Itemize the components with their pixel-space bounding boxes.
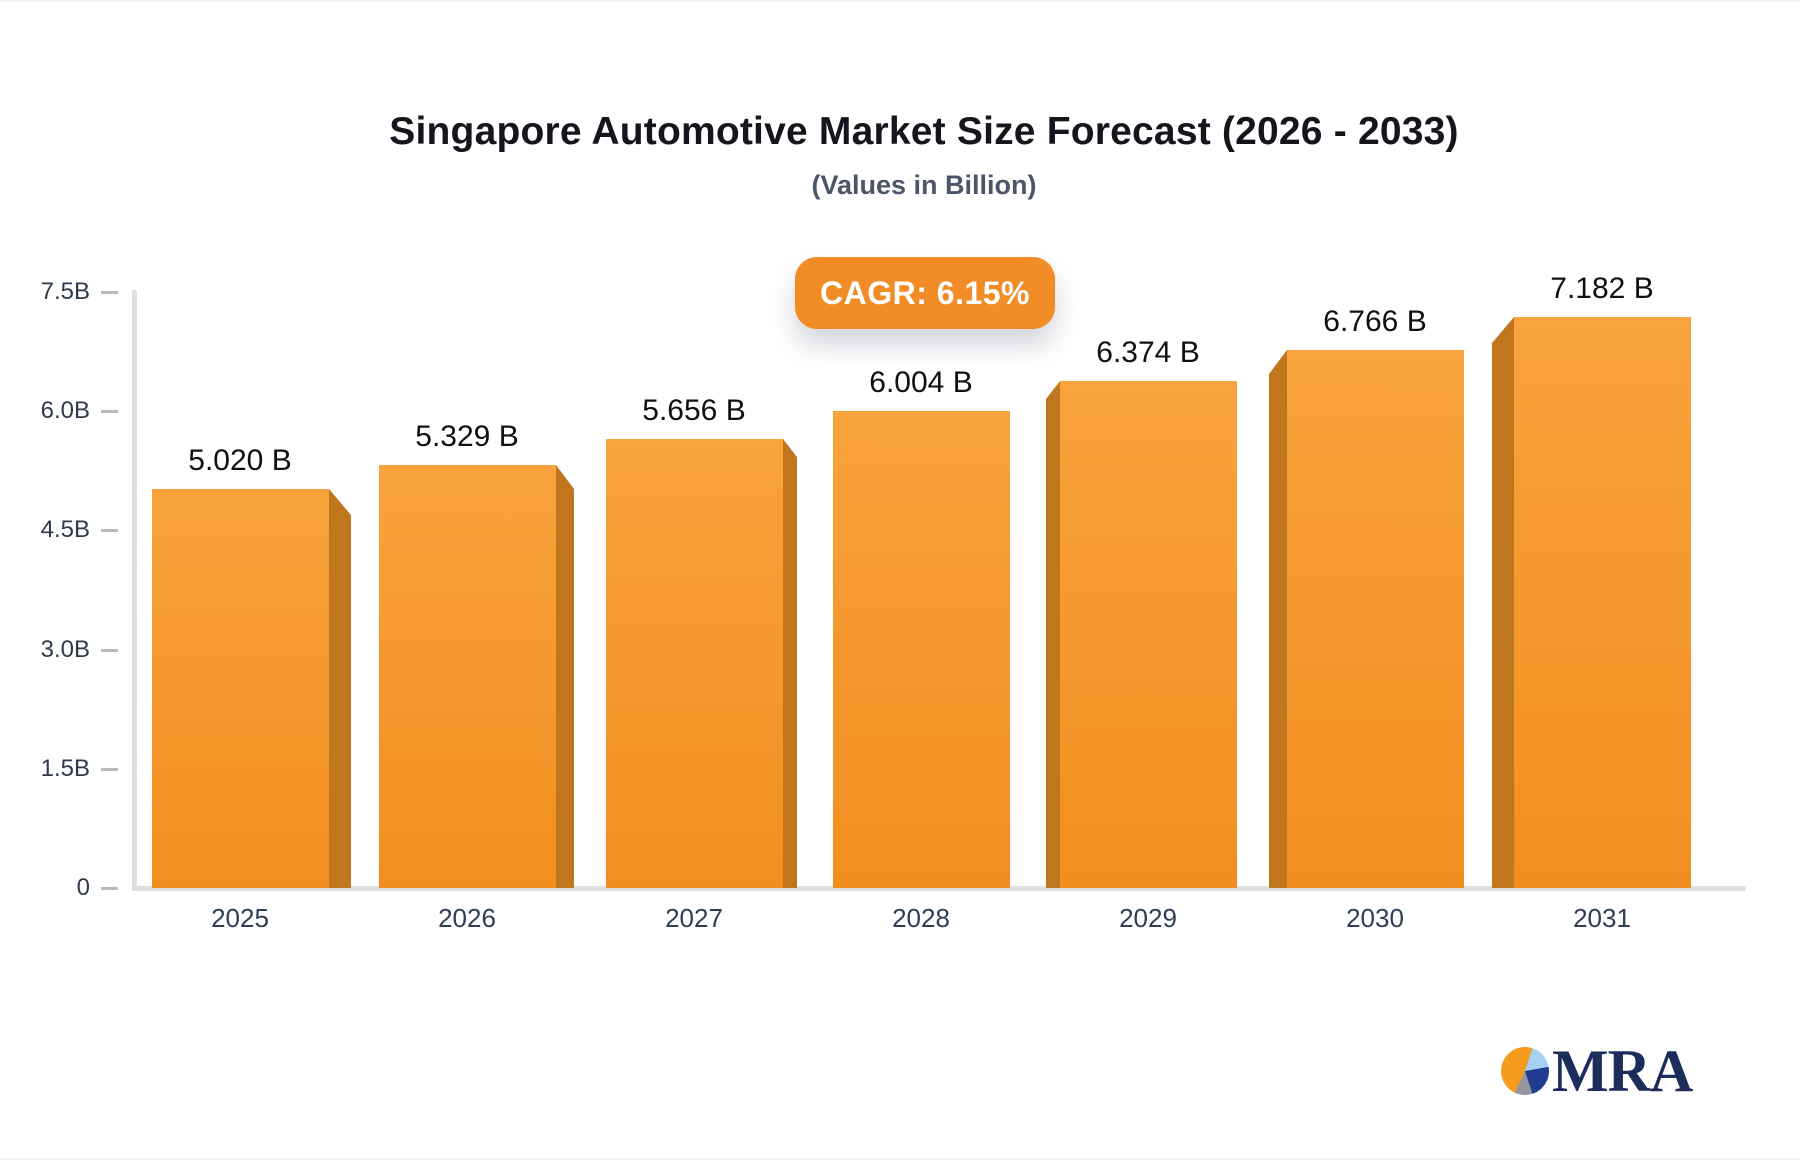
- bar-2029[interactable]: [1060, 381, 1237, 888]
- y-axis-tick: [101, 887, 118, 890]
- y-axis-label-6.0B: 6.0B: [40, 397, 90, 424]
- cagr-badge-label: CAGR: 6.15%: [820, 274, 1030, 311]
- bar-2025[interactable]: [152, 489, 329, 888]
- bar-side-face-2029: [1046, 381, 1060, 888]
- bar-side-face-2030: [1269, 350, 1287, 888]
- y-axis-tick: [101, 649, 118, 652]
- bar-value-label-2029: 6.374 B: [1096, 336, 1200, 369]
- bar-2028[interactable]: [833, 411, 1010, 888]
- chart-title: Singapore Automotive Market Size Forecas…: [389, 110, 1459, 153]
- bar-side-face-2031: [1492, 317, 1514, 888]
- y-axis-tick: [101, 529, 118, 532]
- y-axis-tick: [101, 768, 118, 771]
- y-axis-label-7.5B: 7.5B: [40, 278, 90, 305]
- bar-2031[interactable]: [1514, 317, 1691, 888]
- bar-2026[interactable]: [379, 465, 556, 888]
- bar-value-label-2031: 7.182 B: [1550, 272, 1654, 305]
- x-axis-label-2028: 2028: [892, 903, 950, 933]
- bar-2027[interactable]: [606, 439, 783, 888]
- bar-side-face-2025: [329, 489, 351, 888]
- x-axis-label-2031: 2031: [1573, 903, 1631, 933]
- cagr-badge: CAGR: 6.15%: [795, 257, 1055, 329]
- chart-subtitle: (Values in Billion): [811, 170, 1037, 200]
- y-axis-label-4.5B: 4.5B: [40, 516, 90, 543]
- y-axis-label-1.5B: 1.5B: [40, 755, 90, 782]
- bar-value-label-2030: 6.766 B: [1323, 305, 1427, 338]
- bar-value-label-2025: 5.020 B: [188, 444, 292, 477]
- brand-logo-text: MRA: [1552, 1038, 1693, 1104]
- y-axis-line: [132, 290, 137, 891]
- bar-value-label-2027: 5.656 B: [642, 394, 746, 427]
- y-axis-label-3.0B: 3.0B: [40, 636, 90, 663]
- x-axis-label-2030: 2030: [1346, 903, 1404, 933]
- x-axis-label-2029: 2029: [1119, 903, 1177, 933]
- bar-2030[interactable]: [1287, 350, 1464, 888]
- y-axis-tick: [101, 410, 118, 413]
- bar-side-face-2026: [556, 465, 574, 888]
- x-axis-label-2027: 2027: [665, 903, 723, 933]
- x-axis-line: [132, 886, 1746, 891]
- y-axis-tick: [101, 291, 118, 294]
- x-axis-label-2026: 2026: [438, 903, 496, 933]
- brand-logo: MRA: [1501, 1038, 1693, 1104]
- bar-side-face-2027: [783, 439, 797, 888]
- bar-value-label-2028: 6.004 B: [869, 366, 973, 399]
- x-axis-label-2025: 2025: [211, 903, 269, 933]
- pie-chart-icon: [1501, 1047, 1549, 1095]
- bar-value-label-2026: 5.329 B: [415, 420, 519, 453]
- y-axis-label-0: 0: [76, 874, 90, 901]
